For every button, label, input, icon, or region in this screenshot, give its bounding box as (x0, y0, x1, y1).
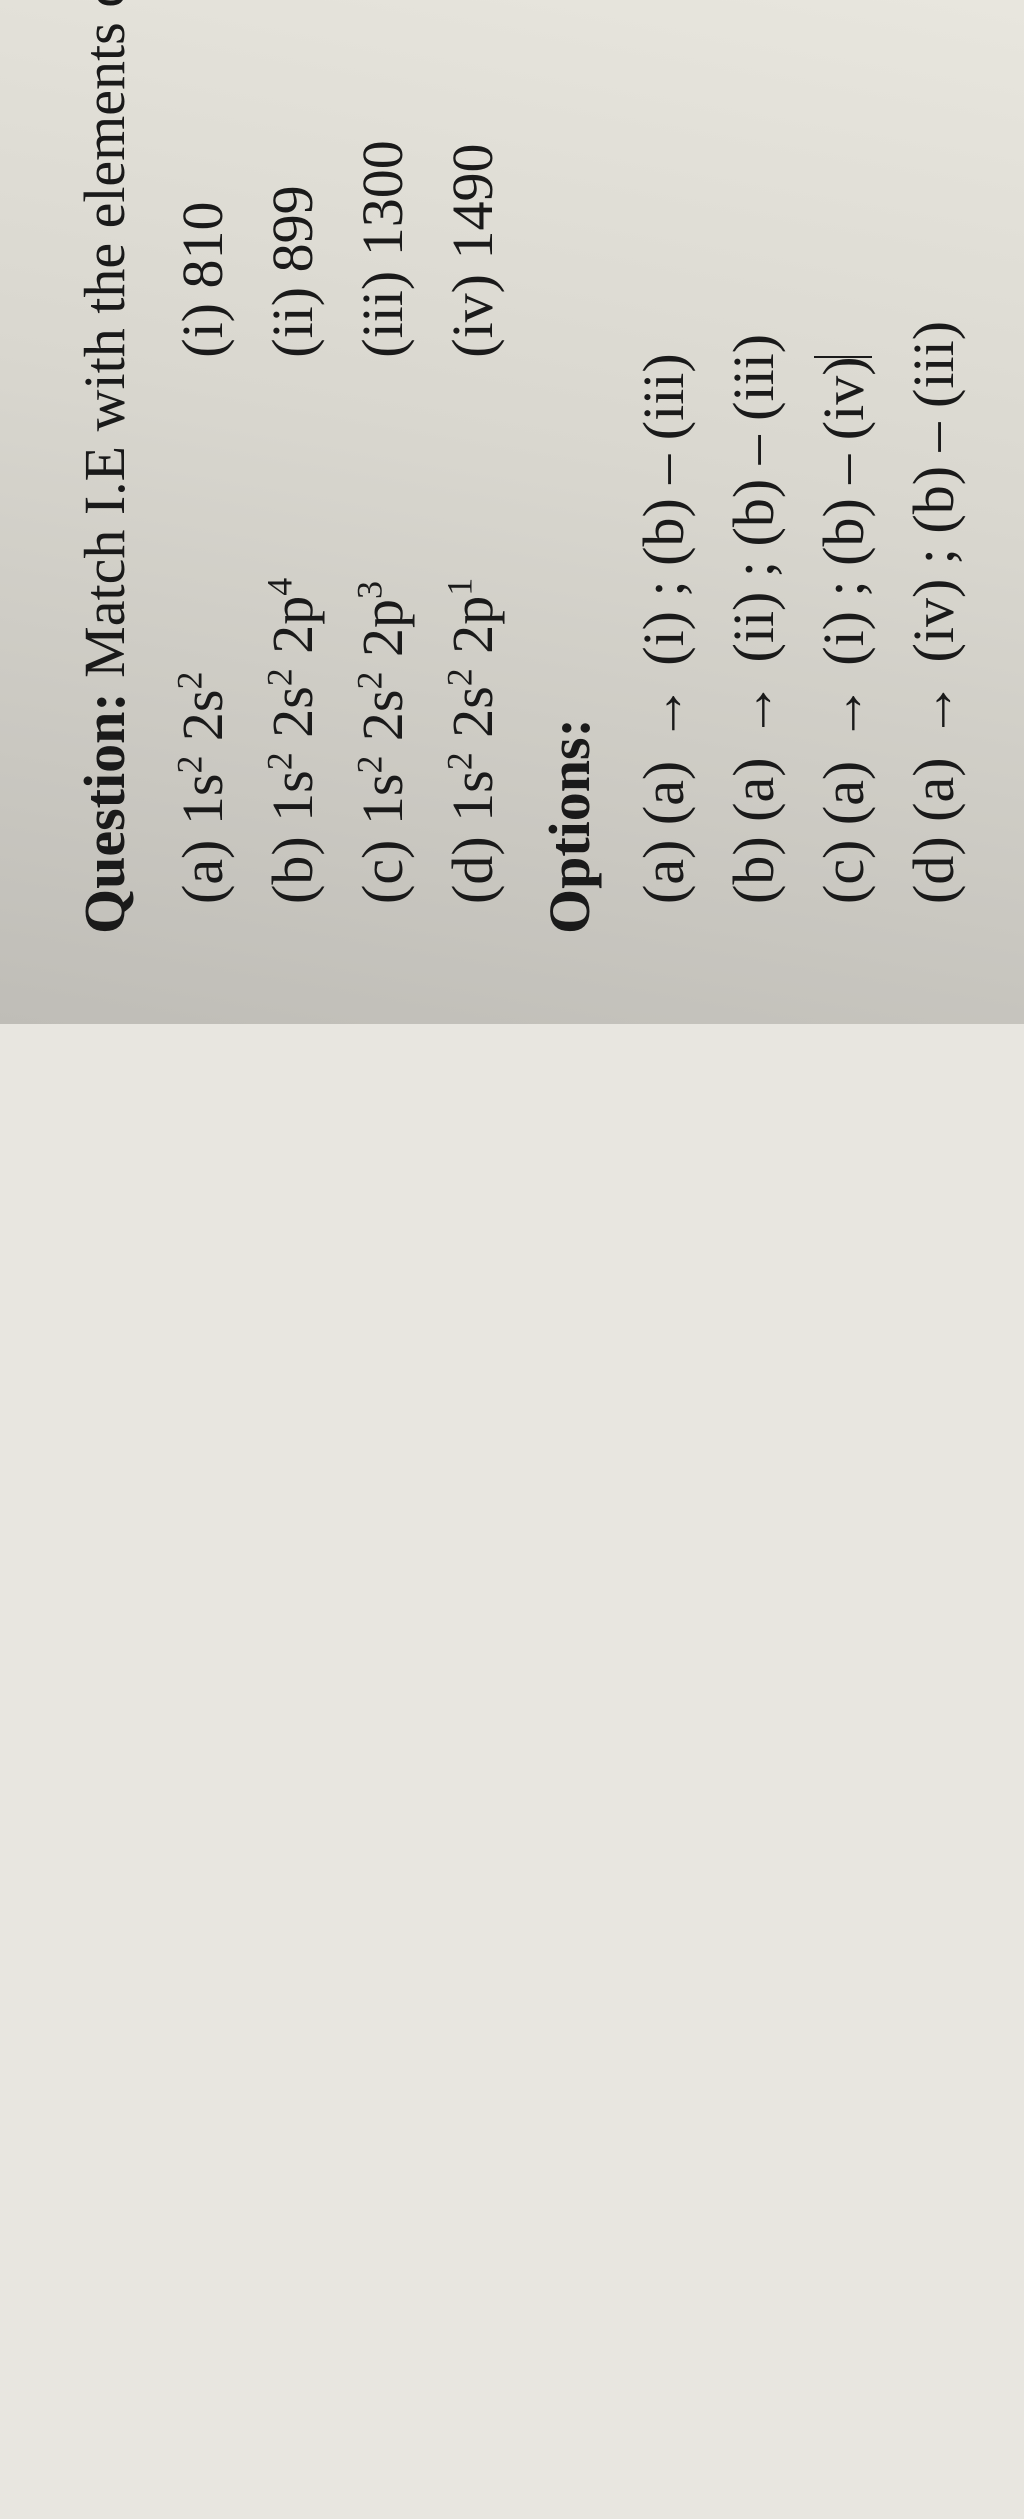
opt-a-p1a: (a) (631, 761, 696, 825)
opt-b-p1b: (ii) (721, 592, 786, 663)
marker-d: (d) (440, 836, 505, 904)
cfg-b-e2: 2 (259, 668, 299, 686)
opt-c-p2b: (iv) (811, 356, 876, 440)
value-row-iv: (iv) 1490 (428, 140, 518, 357)
config-row-d: (d) 1s2 2s2 2p1 (428, 578, 518, 904)
opt-b-marker: (b) (721, 836, 786, 904)
options-heading: Options: (525, 0, 615, 934)
option-a: (a) (a) → (i) ; (b) – (iii) (619, 0, 709, 904)
opt-a-p1b: (i) (631, 611, 696, 666)
opt-d-p1b: (iv) (901, 579, 966, 663)
value-iii: 1300 (350, 140, 415, 256)
value-row-i: (i) 810 (158, 140, 248, 357)
cfg-b-base3: 2p (260, 596, 325, 669)
marker-iii: (iii) (350, 271, 415, 358)
opt-b-p2a: (b) (721, 479, 786, 547)
cfg-d-e1: 2 (439, 752, 479, 770)
cfg-c-e2: 2 (349, 672, 389, 690)
opt-b-p1a: (a) (721, 757, 786, 821)
opt-a-marker: (a) (631, 840, 696, 904)
text-cursor-icon (814, 356, 872, 358)
marker-ii: (ii) (260, 287, 325, 358)
cfg-c-e1: 2 (349, 756, 389, 774)
opt-a-p2a: (b) (631, 498, 696, 566)
cfg-c-e3: 3 (349, 581, 389, 599)
question-line: Question: Match I.E with the elements of… (60, 0, 150, 934)
cfg-a-base: 1s (170, 774, 235, 826)
opt-d-p1a: (a) (901, 757, 966, 821)
arrow-icon: → (619, 680, 709, 746)
value-row-ii: (ii) 899 (248, 140, 338, 357)
opt-b-p2b: (iii) (721, 334, 786, 421)
cfg-b-e3: 4 (259, 578, 299, 596)
cfg-c-base3: 2p (350, 599, 415, 672)
question-text-body: Match I.E with the elements of configura… (72, 0, 137, 678)
cfg-c-base2: 2s (350, 689, 415, 755)
opt-b-sep2: – (721, 435, 786, 464)
rotated-page: Question: Match I.E with the elements of… (0, 0, 1024, 1024)
opt-a-sep2: – (631, 455, 696, 484)
cfg-d-e2: 2 (439, 668, 479, 686)
option-b: (b) (a) → (ii) ; (b) – (iii) (709, 0, 799, 904)
opt-c-p1b: (i) (811, 611, 876, 666)
question-label: Question: (72, 692, 137, 934)
left-column: (a) 1s2 2s2 (b) 1s2 2s2 2p4 (c) 1s2 2s2 … (158, 578, 518, 904)
opt-a-p2b: (iii) (631, 353, 696, 440)
value-i: 810 (170, 202, 235, 289)
opt-c-marker: (c) (811, 840, 876, 904)
marker-iv: (iv) (440, 274, 505, 358)
page-content: Question: Match I.E with the elements of… (0, 0, 1024, 1024)
cfg-d-base3: 2p (440, 596, 505, 669)
cfg-d-base2: 2s (440, 686, 505, 752)
opt-c-p1a: (a) (811, 761, 876, 825)
cfg-d-e3: 1 (439, 578, 479, 596)
opt-c-sep2: – (811, 455, 876, 484)
marker-b: (b) (260, 836, 325, 904)
opt-d-sep2: – (901, 422, 966, 451)
marker-i: (i) (170, 303, 235, 358)
value-row-iii: (iii) 1300 (338, 140, 428, 357)
arrow-icon: → (889, 677, 979, 743)
opt-d-p2a: (b) (901, 466, 966, 534)
cfg-b-base: 1s (260, 770, 325, 822)
marker-c: (c) (350, 840, 415, 904)
value-ii: 899 (260, 185, 325, 272)
cfg-a-base2: 2s (170, 689, 235, 755)
marker-a: (a) (170, 840, 235, 904)
arrow-icon: → (799, 680, 889, 746)
cfg-b-e1: 2 (259, 752, 299, 770)
cfg-b-base2: 2s (260, 686, 325, 752)
config-row-a: (a) 1s2 2s2 (158, 578, 248, 904)
opt-d-p2b: (iii) (901, 321, 966, 408)
value-iv: 1490 (440, 144, 505, 260)
right-column: (i) 810 (ii) 899 (iii) 1300 (iv) 1490 (158, 140, 518, 357)
option-c: (c) (a) → (i) ; (b) – (iv) (799, 0, 889, 904)
cfg-a-e1: 2 (170, 756, 210, 774)
cfg-c-base: 1s (350, 774, 415, 826)
arrow-icon: → (709, 677, 799, 743)
opt-d-marker: (d) (901, 836, 966, 904)
config-row-c: (c) 1s2 2s2 2p3 (338, 578, 428, 904)
cfg-a-e2: 2 (170, 672, 210, 690)
options-list: (a) (a) → (i) ; (b) – (iii) (b) (a) → (i… (619, 0, 979, 904)
option-d: (d) (a) → (iv) ; (b) – (iii) (889, 0, 979, 904)
opt-c-p2a: (b) (811, 498, 876, 566)
config-row-b: (b) 1s2 2s2 2p4 (248, 578, 338, 904)
match-columns: (a) 1s2 2s2 (b) 1s2 2s2 2p4 (c) 1s2 2s2 … (158, 0, 518, 904)
cfg-d-base: 1s (440, 770, 505, 822)
